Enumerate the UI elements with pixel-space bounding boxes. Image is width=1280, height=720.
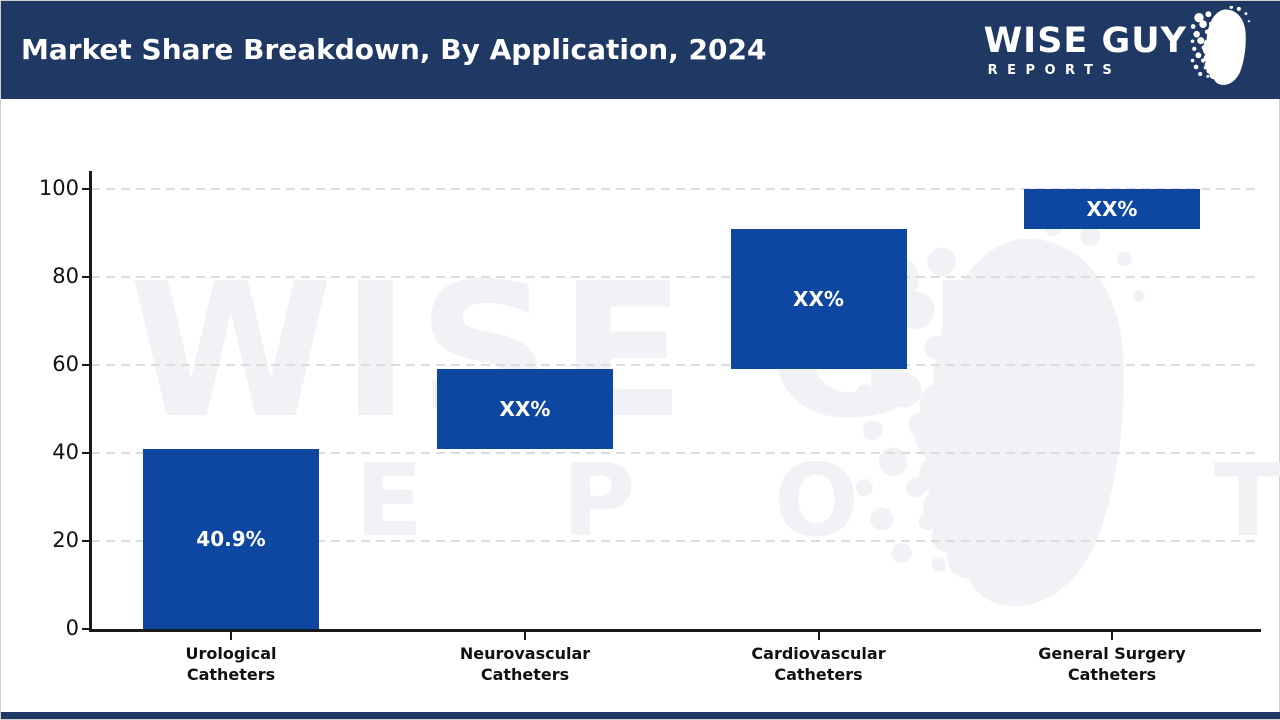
x-axis-tickmark: [1111, 631, 1113, 640]
bar-general-surgery-catheters: XX%: [1024, 189, 1200, 229]
gridline-y80: [91, 276, 1261, 278]
y-axis-tick-label: 40: [52, 440, 79, 464]
gridline-y100: [91, 188, 1261, 190]
y-axis-tickmark: [82, 188, 91, 190]
x-axis-category-label: Neurovascular Catheters: [395, 643, 655, 685]
x-axis-category-label: Cardiovascular Catheters: [689, 643, 949, 685]
x-axis-category-line: Neurovascular: [459, 644, 591, 663]
x-axis-line: [89, 629, 1261, 632]
y-axis-tickmark: [82, 540, 91, 542]
x-axis-category-label: General Surgery Catheters: [982, 643, 1242, 685]
y-axis-tickmark: [82, 364, 91, 366]
x-axis-category-line: Catheters: [774, 665, 863, 684]
y-axis-tickmark: [82, 276, 91, 278]
bar-cardiovascular-catheters: XX%: [730, 228, 907, 370]
x-axis-category-line: General Surgery: [1038, 644, 1186, 663]
wiseguy-reports-logo: WISE GUY REPORTS: [984, 1, 1269, 99]
y-axis-line: [89, 171, 92, 631]
x-axis-category-line: Catheters: [186, 665, 276, 684]
y-axis-tick-label: 80: [52, 264, 79, 288]
waterfall-chart: 0 20 40 60 80 100 40.9% Urological Catheters XX% N…: [1, 99, 1280, 714]
x-axis-tickmark: [524, 631, 526, 640]
x-axis-tickmark: [817, 631, 820, 640]
y-axis-tickmark: [82, 452, 91, 454]
x-axis-category-line: Urological: [185, 644, 277, 663]
gridline-y40: [91, 452, 1261, 454]
page-title: Market Share Breakdown, By Application, …: [21, 33, 767, 66]
wiseguy-head-icon: [1190, 6, 1251, 85]
header-bar: Market Share Breakdown, By Application, …: [1, 1, 1280, 99]
logo-subtitle: REPORTS: [987, 63, 1122, 78]
x-axis-category-label: Urological Catheters: [101, 643, 361, 685]
bar-urological-catheters: 40.9%: [143, 449, 319, 629]
logo-text: WISE GUY REPORTS: [984, 22, 1187, 78]
x-axis-tickmark: [230, 631, 232, 640]
y-axis-tickmark: [82, 628, 91, 630]
y-axis-tick-label: 60: [52, 352, 79, 376]
x-axis-category-line: Catheters: [1067, 665, 1157, 684]
bar-value-label: 40.9%: [196, 527, 266, 551]
x-axis-category-line: Catheters: [480, 665, 570, 684]
gridline-y60: [91, 364, 1261, 366]
logo-wordmark: WISE GUY: [983, 21, 1187, 61]
y-axis-tick-label: 20: [52, 528, 79, 552]
x-axis-category-line: Cardiovascular: [751, 644, 886, 663]
y-axis-tick-label: 100: [38, 176, 79, 200]
gridline-y20: [91, 540, 1261, 542]
bar-neurovascular-catheters: XX%: [437, 369, 613, 450]
bar-value-label: XX%: [793, 286, 844, 311]
bar-value-label: XX%: [499, 397, 551, 422]
bar-value-label: XX%: [1086, 196, 1138, 221]
y-axis-tick-label: 0: [65, 616, 79, 640]
footer-bar: [1, 712, 1280, 719]
